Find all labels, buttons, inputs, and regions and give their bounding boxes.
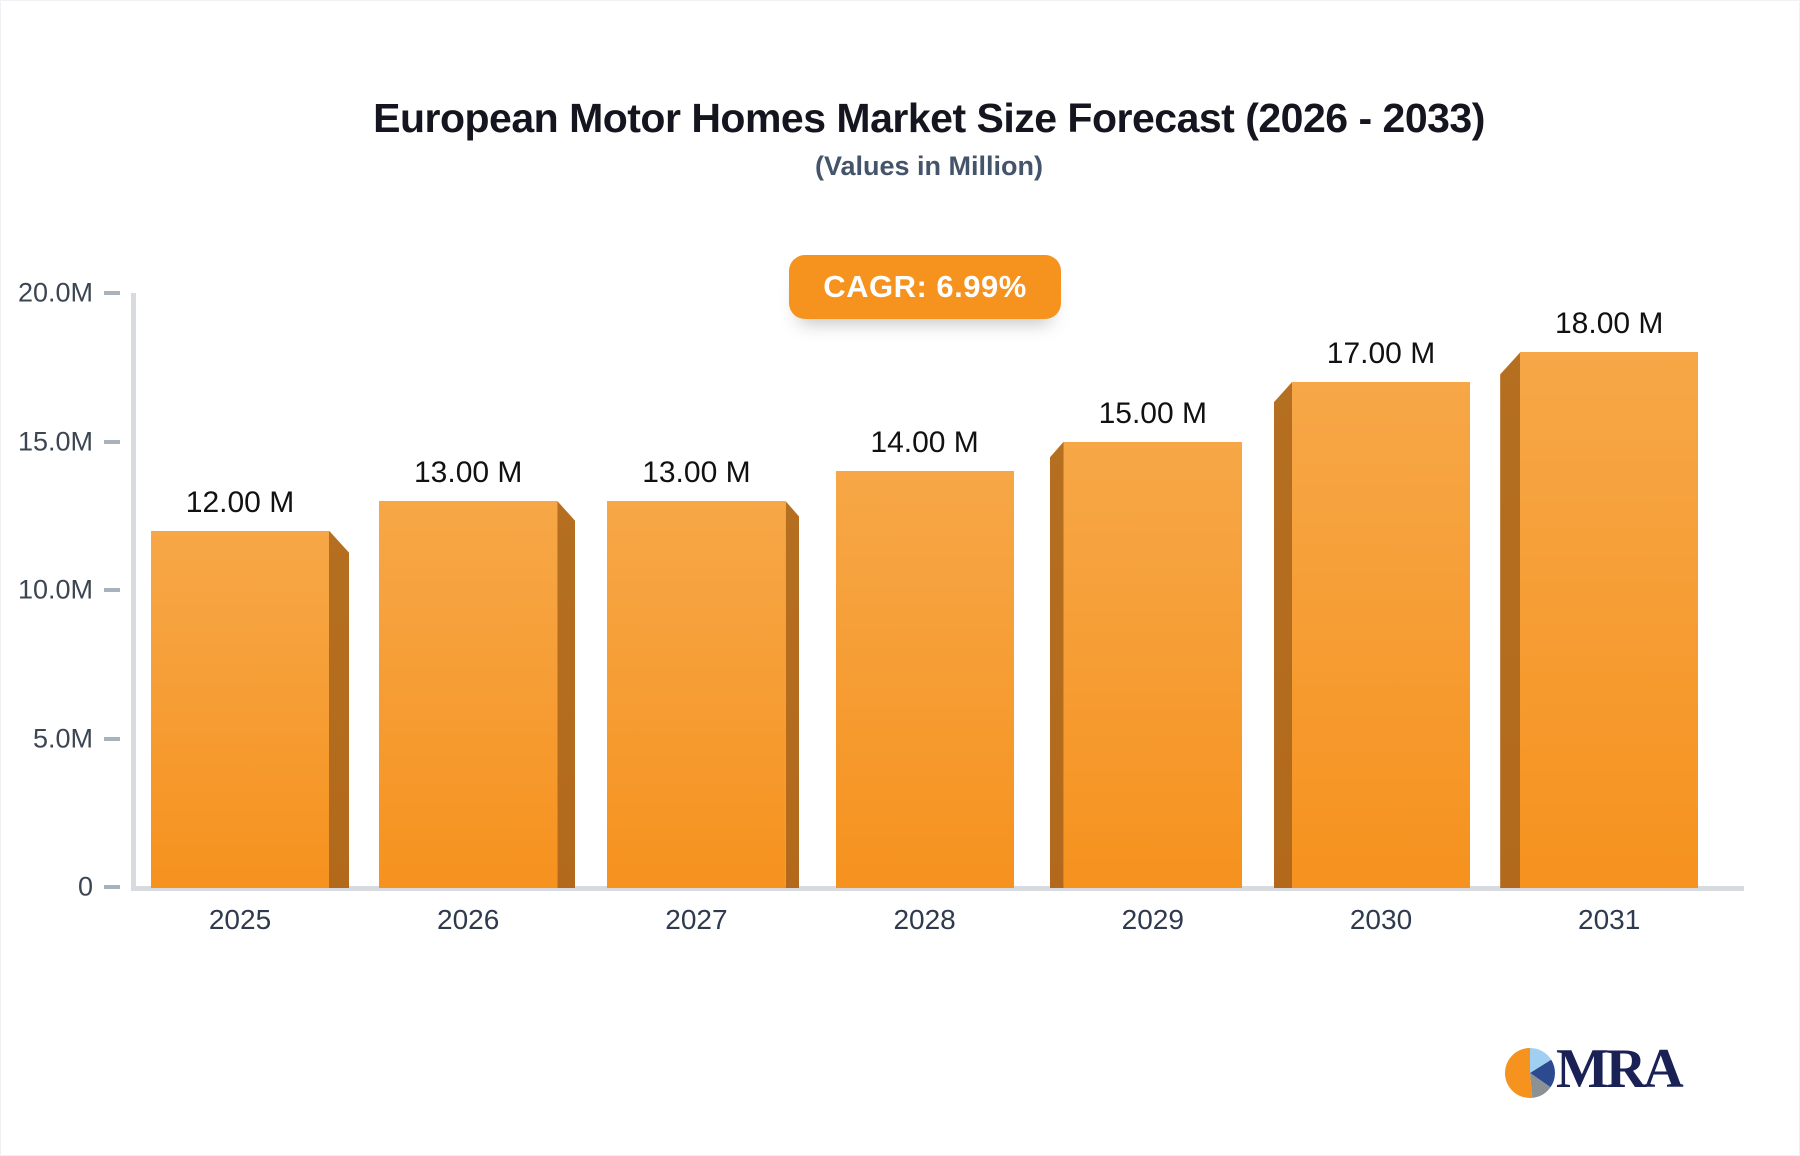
cagr-badge: CAGR: 6.99%	[789, 255, 1061, 319]
bar-2028	[835, 471, 1014, 888]
x-tick-label-2030: 2030	[1349, 904, 1413, 935]
bar-2027	[607, 500, 786, 888]
bar-value-label-2027: 13.00 M	[642, 455, 751, 489]
x-tick-label-2027: 2027	[665, 904, 728, 935]
bar-2026	[379, 500, 558, 888]
bar-2030-side-face	[1274, 382, 1292, 888]
y-tick-mark	[104, 588, 120, 592]
bar-2029	[1063, 441, 1242, 888]
x-tick-label-2026: 2026	[437, 904, 500, 935]
y-tick-label: 15.0M	[17, 426, 93, 456]
x-axis-baseline	[131, 886, 1744, 891]
mra-logo-text: MRA	[1556, 1038, 1684, 1100]
y-tick-mark	[104, 439, 120, 444]
x-tick-label-2028: 2028	[893, 904, 956, 935]
bar-2025	[151, 530, 329, 888]
bar-2031-side-face	[1500, 352, 1521, 888]
bar-2025-side-face	[329, 530, 349, 888]
y-tick-label: 0	[77, 871, 93, 902]
y-tick-label: 5.0M	[32, 723, 93, 753]
x-tick-label-2025: 2025	[208, 904, 272, 935]
x-tick-label-2031: 2031	[1578, 904, 1641, 935]
x-tick-label-2029: 2029	[1121, 904, 1184, 935]
bar-value-label-2031: 18.00 M	[1554, 307, 1664, 341]
bar-value-label-2029: 15.00 M	[1098, 396, 1207, 430]
mra-logo-pie-icon	[1504, 1048, 1555, 1098]
y-tick-mark	[104, 885, 120, 889]
bar-value-label-2030: 17.00 M	[1326, 337, 1436, 371]
y-tick-mark	[104, 291, 120, 295]
bar-2027-side-face	[785, 500, 800, 888]
y-tick-mark	[104, 736, 120, 741]
y-tick-label: 10.0M	[17, 574, 93, 605]
bar-value-label-2025: 12.00 M	[185, 485, 295, 519]
chart-title: European Motor Homes Market Size Forecas…	[373, 95, 1485, 141]
bar-value-label-2026: 13.00 M	[413, 455, 523, 489]
bar-2030	[1292, 382, 1470, 888]
bar-2026-side-face	[557, 500, 576, 888]
bar-2029-side-face	[1049, 441, 1064, 888]
bar-value-label-2028: 14.00 M	[870, 426, 979, 460]
mra-logo: MRA	[1504, 1038, 1764, 1103]
y-tick-label: 20.0M	[17, 277, 93, 308]
bar-2031	[1520, 352, 1699, 888]
y-axis-line	[131, 293, 136, 890]
chart-subtitle: (Values in Million)	[814, 151, 1044, 181]
